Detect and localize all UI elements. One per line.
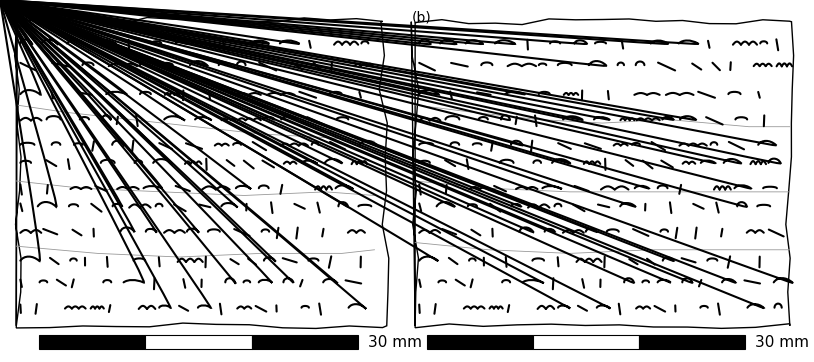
FancyBboxPatch shape: [427, 335, 533, 349]
FancyBboxPatch shape: [146, 335, 252, 349]
FancyBboxPatch shape: [39, 335, 146, 349]
Text: (b): (b): [412, 11, 431, 25]
Polygon shape: [15, 17, 389, 328]
Text: 30 mm: 30 mm: [755, 334, 808, 350]
FancyBboxPatch shape: [252, 335, 358, 349]
FancyBboxPatch shape: [639, 335, 745, 349]
Polygon shape: [411, 19, 794, 328]
FancyBboxPatch shape: [533, 335, 639, 349]
Text: 30 mm: 30 mm: [368, 334, 422, 350]
Text: (a): (a): [10, 11, 29, 25]
